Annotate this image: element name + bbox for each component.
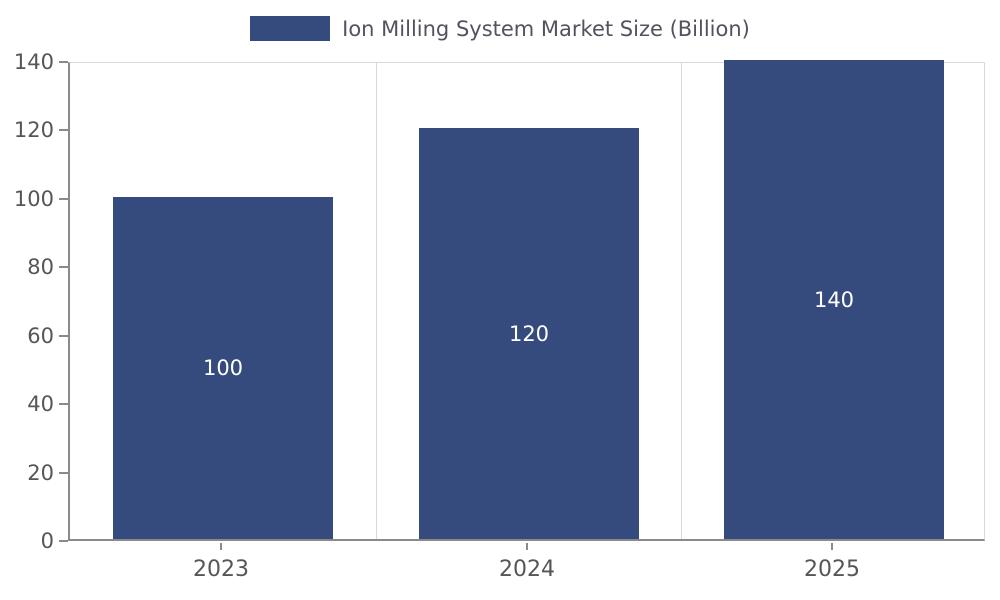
y-tick-label: 140 — [13, 50, 54, 74]
y-tick-mark — [59, 471, 68, 474]
grid-line — [681, 63, 682, 539]
x-tick-mark — [831, 543, 833, 550]
y-tick-mark — [59, 197, 68, 200]
bar-value-label: 120 — [508, 321, 550, 346]
x-tick-label: 2025 — [804, 557, 860, 582]
bar-2025: 140 — [724, 60, 944, 539]
y-tick-mark — [59, 61, 68, 63]
y-tick-mark — [59, 334, 68, 337]
bar-2024: 120 — [419, 128, 639, 539]
bar-value-label: 100 — [202, 356, 244, 380]
x-tick-mark — [526, 543, 528, 550]
y-tick-label: 60 — [27, 323, 54, 348]
x-tick-label: 2023 — [193, 557, 249, 582]
y-tick-mark — [59, 403, 68, 406]
grid-line — [376, 63, 377, 539]
legend-swatch — [250, 16, 331, 41]
y-tick-label: 100 — [13, 186, 54, 211]
y-tick-mark — [59, 129, 68, 132]
bar-2023: 100 — [113, 197, 333, 539]
bar-value-label: 140 — [813, 287, 855, 312]
x-tick-label: 2024 — [499, 557, 555, 582]
y-tick-label: 40 — [27, 392, 54, 417]
y-tick-mark — [59, 266, 68, 269]
y-tick-label: 0 — [40, 529, 54, 553]
chart-legend: Ion Milling System Market Size (Billion) — [0, 16, 1000, 41]
x-tick-mark — [220, 543, 222, 550]
y-tick-label: 120 — [13, 118, 54, 143]
plot-area: 100 120 140 — [68, 60, 985, 541]
y-tick-label: 80 — [27, 255, 54, 280]
chart-title: Ion Milling System Market Size (Billion) — [342, 16, 750, 41]
y-tick-mark — [59, 540, 68, 542]
y-tick-label: 20 — [27, 460, 54, 485]
